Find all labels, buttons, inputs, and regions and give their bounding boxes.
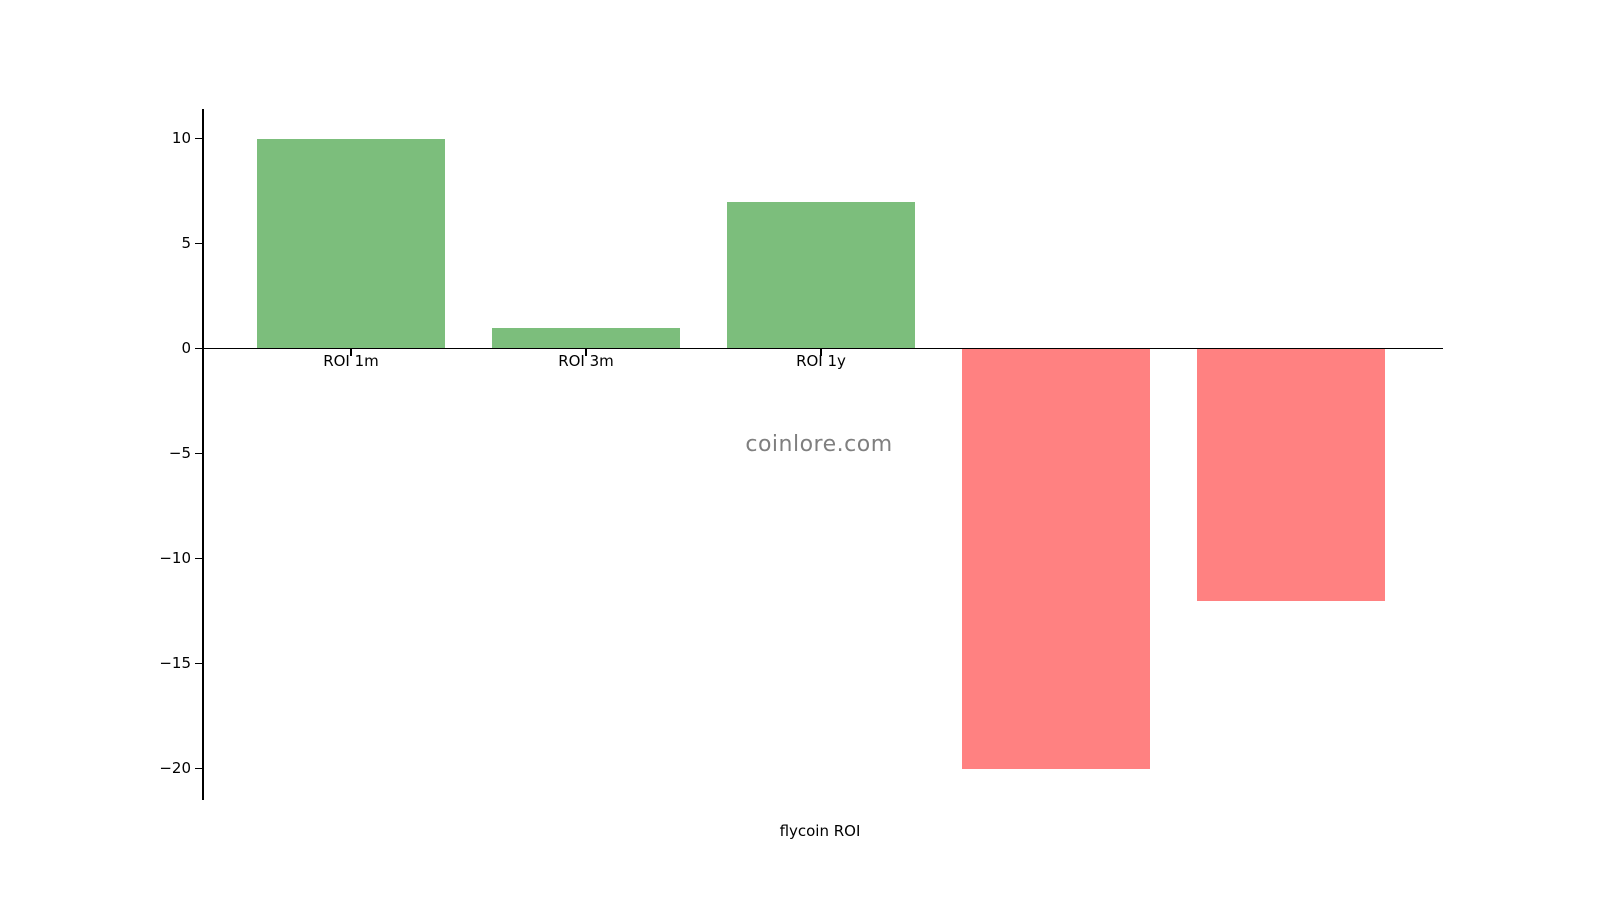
- y-tick-label: −15: [159, 654, 191, 672]
- y-tick-mark: [195, 557, 202, 560]
- x-tick-mark: [350, 348, 352, 356]
- y-tick-mark: [195, 242, 202, 245]
- y-tick-label: −20: [159, 759, 191, 777]
- y-tick-mark: [195, 452, 202, 455]
- x-tick-label: ROI 1y: [796, 352, 846, 370]
- y-axis-line: [202, 109, 204, 800]
- x-tick-label: ROI 1m: [323, 352, 379, 370]
- y-tick-label: 10: [171, 129, 191, 147]
- y-tick-mark: [195, 137, 202, 140]
- bar-unlabeled-4: [1197, 348, 1385, 601]
- bar-roi-1m: [257, 138, 445, 349]
- x-axis-title: flycoin ROI: [779, 822, 861, 840]
- bar-unlabeled-3: [962, 348, 1150, 769]
- y-tick-label: 0: [181, 339, 191, 357]
- y-tick-mark: [195, 767, 202, 770]
- x-tick-mark: [585, 348, 587, 356]
- watermark: coinlore.com: [745, 432, 893, 457]
- y-tick-label: −5: [168, 444, 191, 462]
- y-tick-mark: [195, 347, 202, 350]
- bar-roi-3m: [492, 327, 680, 349]
- y-tick-label: 5: [181, 234, 191, 252]
- y-tick-label: −10: [159, 549, 191, 567]
- y-tick-mark: [195, 662, 202, 665]
- x-tick-mark: [820, 348, 822, 356]
- x-tick-label: ROI 3m: [558, 352, 614, 370]
- bar-roi-1y: [727, 201, 915, 349]
- x-axis-line: [203, 347, 1443, 350]
